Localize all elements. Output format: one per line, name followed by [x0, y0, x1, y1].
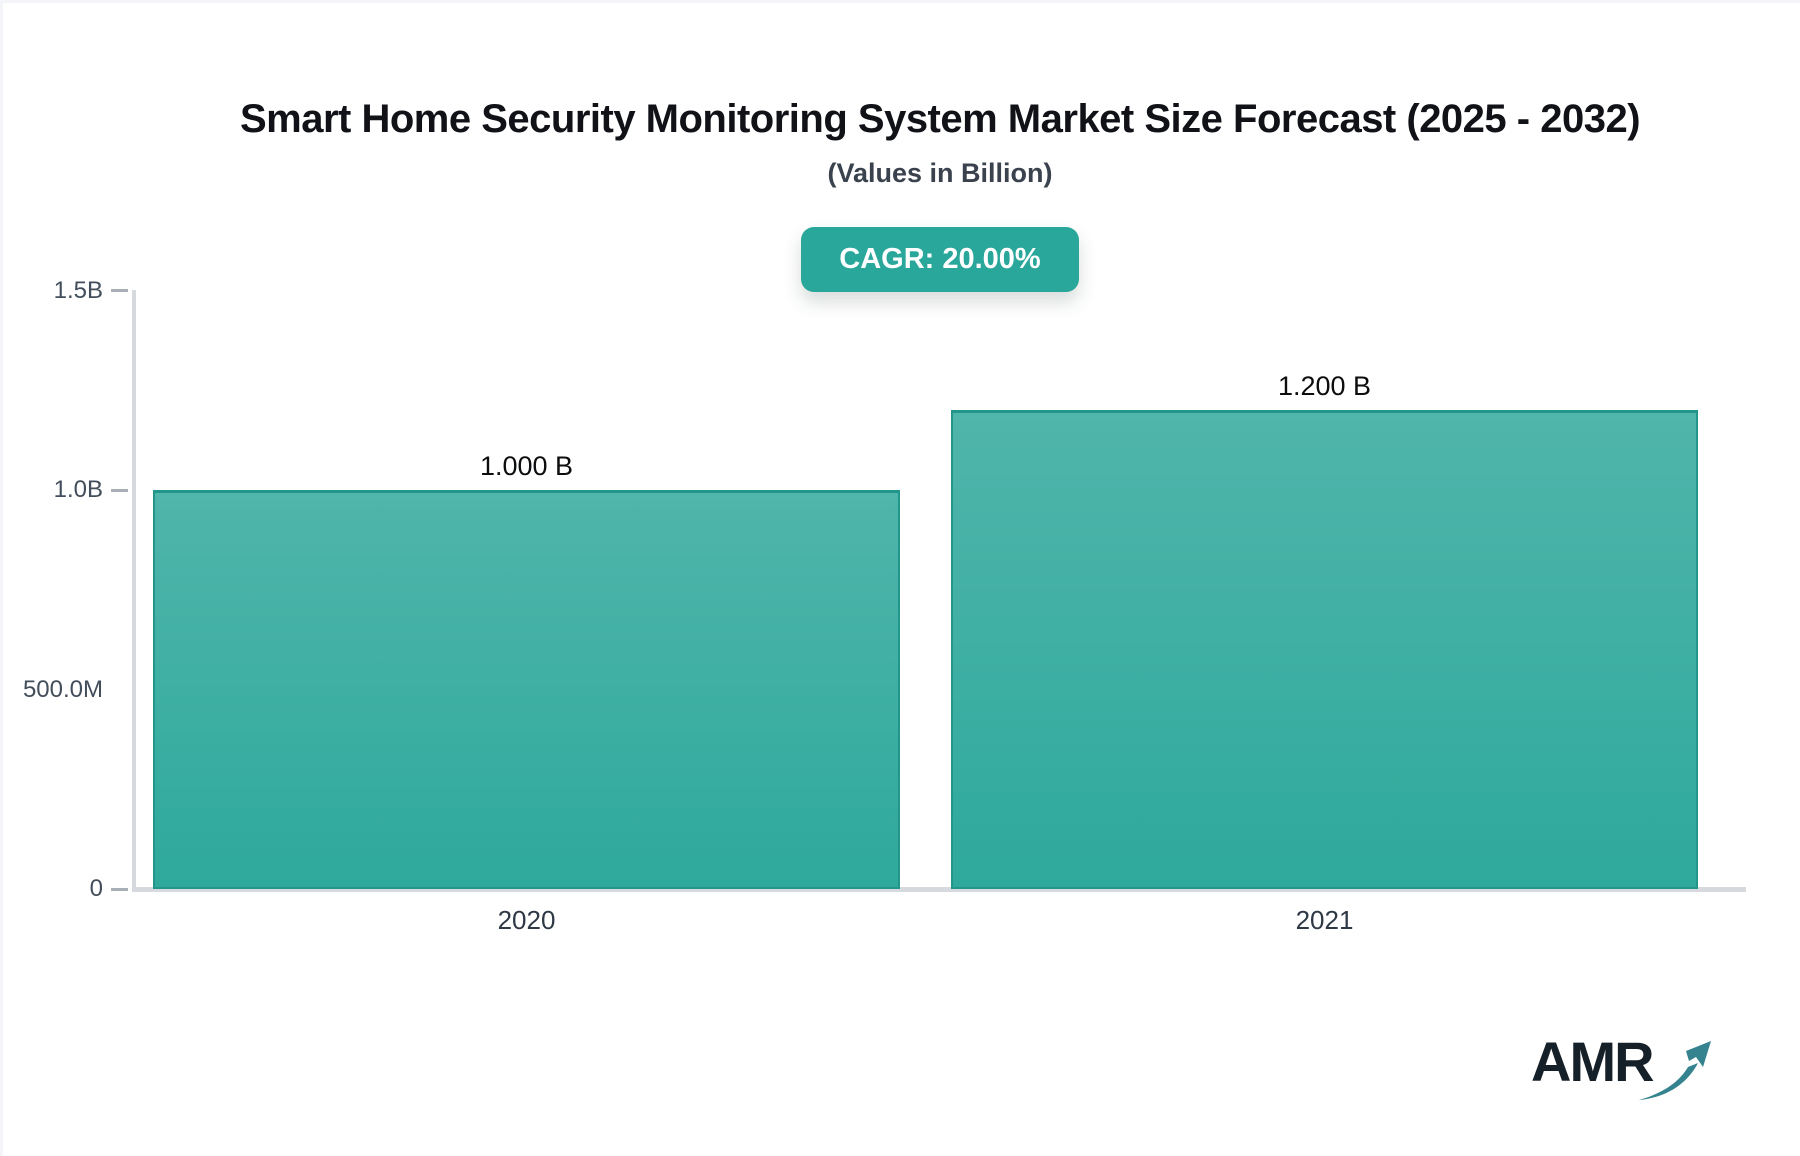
x-axis-label: 2021 — [1295, 905, 1354, 935]
x-axis-label: 2020 — [497, 905, 556, 935]
bar-2020[interactable] — [153, 490, 900, 889]
amr-logo-text: AMR — [1531, 1030, 1655, 1093]
y-tick-label: 0 — [89, 875, 103, 902]
trend-up-arrow-icon — [1638, 1039, 1713, 1110]
chart-header: Smart Home Security Monitoring System Ma… — [134, 97, 1746, 292]
chart-title: Smart Home Security Monitoring System Ma… — [239, 97, 1641, 141]
y-tick-label: 500.0M — [22, 675, 103, 703]
chart-subtitle: (Values in Billion) — [827, 158, 1053, 188]
bar-value-label: 1.000 B — [479, 451, 574, 481]
amr-logo: AMR — [1531, 1029, 1713, 1110]
y-tick-label: 1.5B — [53, 276, 103, 304]
y-tick-dash — [111, 887, 128, 891]
y-axis-line — [132, 290, 136, 892]
y-tick-label: 1.0B — [53, 476, 103, 503]
bar-2021[interactable] — [951, 410, 1698, 889]
bar-value-label: 1.200 B — [1277, 371, 1372, 401]
x-axis-line — [132, 887, 1746, 892]
y-tick-dash — [111, 488, 128, 492]
y-tick-dash — [111, 289, 128, 292]
cagr-badge: CAGR: 20.00% — [801, 227, 1079, 292]
